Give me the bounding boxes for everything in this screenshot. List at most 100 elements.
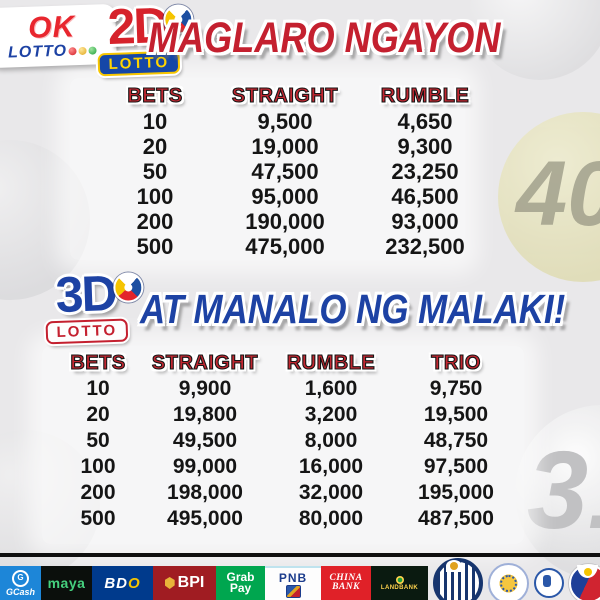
table-3d-panel xyxy=(42,346,524,544)
rumble-prize: 16,000 xyxy=(298,455,364,478)
bdo-label: BDO xyxy=(104,574,141,592)
payment-grabpay-logo: Grab Pay xyxy=(216,566,265,600)
footer-divider xyxy=(0,553,600,557)
payment-chinabank-logo: CHINA BANK xyxy=(321,566,371,600)
bet-amount: 100 xyxy=(136,183,174,209)
pnb-emblem-icon xyxy=(285,585,301,598)
rumble-prize: 32,000 xyxy=(298,481,364,504)
straight-prize: 495,000 xyxy=(167,507,243,530)
trio-prize: 19,500 xyxy=(423,403,489,426)
rumble-prize: 1,600 xyxy=(304,377,358,400)
payment-bdo-logo: BDO xyxy=(92,566,153,600)
rumble-prize: 8,000 xyxy=(304,429,358,452)
bpi-label: BPI xyxy=(177,574,205,591)
blue-stripes-seal-icon xyxy=(433,558,483,600)
table-2d: BETS STRAIGHT RUMBLE 10 9,500 4,650 20 1… xyxy=(90,84,500,259)
payment-landbank-logo: LANDBANK xyxy=(371,566,428,600)
headline-3d: AT MANALO NG MALAKI! xyxy=(140,286,566,332)
table-row: 100 99,000 16,000 97,500 xyxy=(50,454,514,480)
payment-pnb-logo: PNB xyxy=(265,566,321,600)
headline-2d: MAGLARO NGAYON xyxy=(148,14,501,62)
bpi-crest-icon xyxy=(164,577,175,589)
bet-amount: 200 xyxy=(80,481,116,504)
column-header-rumble: RUMBLE xyxy=(286,351,376,374)
bet-amount: 500 xyxy=(136,233,174,259)
table-row: 50 47,500 23,250 xyxy=(90,159,500,184)
table-row: 10 9,500 4,650 xyxy=(90,109,500,134)
trio-prize: 195,000 xyxy=(418,481,494,504)
bet-amount: 20 xyxy=(86,403,110,426)
landbank-emblem-icon xyxy=(395,575,404,584)
rumble-prize: 4,650 xyxy=(397,108,453,134)
rumble-prize: 46,500 xyxy=(391,183,459,209)
bet-amount: 500 xyxy=(80,507,116,530)
watermark-number: 40 xyxy=(516,143,600,245)
rumble-prize: 93,000 xyxy=(391,208,459,234)
straight-prize: 475,000 xyxy=(245,233,325,259)
payment-methods-strip: G GCash maya BDO BPI Grab Pay PNB CHINA … xyxy=(0,558,600,600)
ok-lotto-ok-text: OK xyxy=(27,9,76,45)
bet-amount: 50 xyxy=(142,158,168,184)
trio-prize: 97,500 xyxy=(423,455,489,478)
gcash-g-icon: G xyxy=(12,569,29,587)
column-header-rumble: RUMBLE xyxy=(380,84,470,107)
rumble-prize: 23,250 xyxy=(391,158,459,184)
bet-amount: 10 xyxy=(86,377,110,400)
straight-prize: 19,000 xyxy=(251,133,319,159)
watermark-lotto-ball: 40 xyxy=(498,112,600,282)
bet-amount: 50 xyxy=(86,429,110,452)
column-header-straight: STRAIGHT xyxy=(151,351,259,374)
gcash-label: GCash xyxy=(5,586,35,597)
grabpay-line1: Grab xyxy=(226,570,255,584)
column-header-bets: BETS xyxy=(70,351,126,374)
small-blue-seal-icon xyxy=(534,568,564,598)
table-row: 20 19,800 3,200 19,500 xyxy=(50,402,514,428)
column-header-bets: BETS xyxy=(127,84,183,107)
watermark-lotto-ball: 31 xyxy=(515,405,600,580)
watermark-number: 31 xyxy=(527,429,600,552)
table-3d-header-row: BETS STRAIGHT RUMBLE TRIO xyxy=(50,350,514,376)
bet-amount: 200 xyxy=(136,208,174,234)
bet-amount: 100 xyxy=(80,455,116,478)
rumble-prize: 80,000 xyxy=(298,507,364,530)
table-row: 500 495,000 80,000 487,500 xyxy=(50,506,514,532)
straight-prize: 9,500 xyxy=(257,108,313,134)
pnb-label: PNB xyxy=(278,571,308,585)
table-row: 20 19,000 9,300 xyxy=(90,134,500,159)
payment-gcash-logo: G GCash xyxy=(0,566,41,600)
trio-prize: 9,750 xyxy=(429,377,483,400)
3d-lotto-logo: 3D LOTTO xyxy=(31,265,144,345)
table-2d-header-row: BETS STRAIGHT RUMBLE xyxy=(90,84,500,109)
bet-amount: 10 xyxy=(142,108,168,134)
table-row: 500 475,000 232,500 xyxy=(90,234,500,259)
trio-prize: 487,500 xyxy=(418,507,494,530)
rumble-prize: 9,300 xyxy=(397,133,453,159)
table-3d: BETS STRAIGHT RUMBLE TRIO 10 9,900 1,600… xyxy=(50,350,514,532)
straight-prize: 47,500 xyxy=(251,158,319,184)
straight-prize: 99,000 xyxy=(172,455,238,478)
straight-prize: 19,800 xyxy=(172,403,238,426)
straight-prize: 190,000 xyxy=(245,208,325,234)
table-row: 100 95,000 46,500 xyxy=(90,184,500,209)
ok-lotto-lotto-text: LOTTO xyxy=(7,41,68,62)
trio-prize: 48,750 xyxy=(423,429,489,452)
maya-label: maya xyxy=(47,575,86,591)
regulator-seals xyxy=(433,558,600,600)
grabpay-line2: Pay xyxy=(229,581,252,595)
table-row: 50 49,500 8,000 48,750 xyxy=(50,428,514,454)
gold-sunburst-seal-icon xyxy=(488,562,529,600)
column-header-straight: STRAIGHT xyxy=(231,84,339,107)
table-row: 10 9,900 1,600 9,750 xyxy=(50,376,514,402)
payment-bpi-logo: BPI xyxy=(153,566,216,600)
flag-colors-seal-icon xyxy=(569,563,600,600)
landbank-label: LANDBANK xyxy=(380,584,419,591)
chinabank-line1: CHINA xyxy=(329,572,363,583)
straight-prize: 49,500 xyxy=(172,429,238,452)
straight-prize: 95,000 xyxy=(251,183,319,209)
rumble-prize: 3,200 xyxy=(304,403,358,426)
payment-maya-logo: maya xyxy=(41,566,92,600)
chinabank-line2: BANK xyxy=(332,582,360,592)
straight-prize: 9,900 xyxy=(178,377,232,400)
rumble-prize: 232,500 xyxy=(385,233,465,259)
